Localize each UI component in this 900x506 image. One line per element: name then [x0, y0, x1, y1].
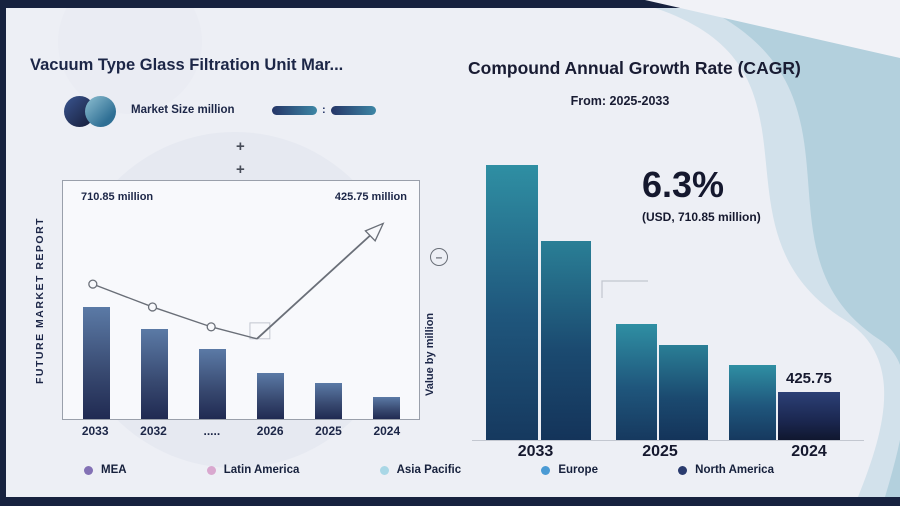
legend-item-europe: Europe [541, 464, 598, 476]
cagr-caption: (USD, 710.85 million) [642, 210, 761, 224]
gradient-pill-icon [330, 106, 376, 115]
pill-separator: : [322, 104, 326, 116]
bracket-decoration [601, 280, 648, 298]
left-bars [63, 181, 419, 419]
legend-item-north-america: North America [678, 464, 774, 476]
bar-slot [125, 181, 183, 419]
right-baseline [472, 440, 864, 441]
legend-label: North America [695, 464, 774, 476]
left-bar-2025 [314, 383, 342, 419]
right-bar [729, 365, 776, 440]
left-bar-2026 [256, 373, 284, 419]
cagr-value: 6.3% [642, 164, 725, 205]
x-tick-label: 2032 [140, 424, 167, 438]
legend-dot [84, 465, 93, 475]
right-chart-title: Compound Annual Growth Rate (CAGR) [468, 58, 801, 78]
x-tick-label: 2025 [642, 443, 678, 460]
left-chart-plot-area: 710.85 million 425.75 million [62, 180, 420, 420]
right-bar [486, 165, 538, 440]
right-x-axis: 2033 2025 2024 [470, 443, 870, 463]
left-bar-2024 [372, 397, 400, 419]
bar-slot [299, 181, 357, 419]
top-frame-bar [0, 0, 900, 8]
market-size-coin-icon [64, 96, 122, 128]
legend-dot [379, 465, 389, 475]
bar-slot [357, 181, 415, 419]
plus-icon: + [236, 138, 245, 155]
right-bar [778, 392, 840, 440]
right-bar [541, 241, 591, 440]
y-axis-label: Value by million [424, 312, 436, 396]
bottom-frame-bar [0, 497, 900, 506]
legend-dot [206, 465, 216, 475]
plus-icon: + [236, 161, 245, 178]
legend-dot [541, 465, 551, 475]
x-tick-label: 2025 [315, 424, 342, 438]
value-425-label: 425.75 [786, 370, 832, 387]
right-bars [470, 160, 870, 440]
x-tick-label: 2024 [791, 443, 827, 460]
legend-item-mea: MEA [84, 464, 127, 476]
bar-slot [183, 181, 241, 419]
right-chart-subtitle: From: 2025-2033 [570, 94, 670, 108]
legend-dot [678, 465, 688, 475]
annotation-2024-value: 425.75 million [334, 191, 407, 203]
right-bar [659, 345, 708, 440]
legend-label: Latin America [223, 464, 300, 476]
x-tick-label: ..... [203, 424, 221, 438]
legend-item-asia-pacific: Asia Pacific [379, 464, 462, 476]
market-size-legend-label: Market Size million [131, 104, 235, 116]
left-bar-2033 [82, 307, 110, 419]
bar-slot [241, 181, 299, 419]
x-tick-label: 2024 [373, 424, 401, 438]
annotation-2033-value: 710.85 million [81, 191, 154, 203]
minus-circle-icon: – [430, 248, 448, 266]
left-x-axis: 2033 2032..... 2026 2025 2024 [62, 424, 420, 438]
left-chart-title: Vacuum Type Glass Filtration Unit Mar... [30, 56, 344, 74]
gradient-pill-icon [272, 106, 317, 115]
legend-label: MEA [101, 464, 127, 476]
legend-pills: : [272, 104, 376, 116]
coin-teal-icon [85, 96, 116, 127]
bar-slot [67, 181, 125, 419]
left-bar-..... [198, 349, 226, 419]
legend-label: Asia Pacific [396, 464, 462, 476]
watermark-text: FUTURE MARKET REPORT [34, 216, 46, 384]
left-frame-bar [0, 0, 6, 506]
x-tick-label: 2026 [256, 424, 284, 438]
region-legend: MEA Latin America Asia Pacific Europe North … [84, 464, 774, 476]
right-bar [616, 324, 657, 440]
minus-glyph: – [435, 250, 443, 264]
legend-label: Europe [558, 464, 598, 476]
legend-item-latin-america: Latin America [206, 464, 300, 476]
x-tick-label: 2033 [517, 443, 554, 460]
left-bar-2032 [140, 329, 168, 419]
x-tick-label: 2033 [81, 424, 109, 438]
